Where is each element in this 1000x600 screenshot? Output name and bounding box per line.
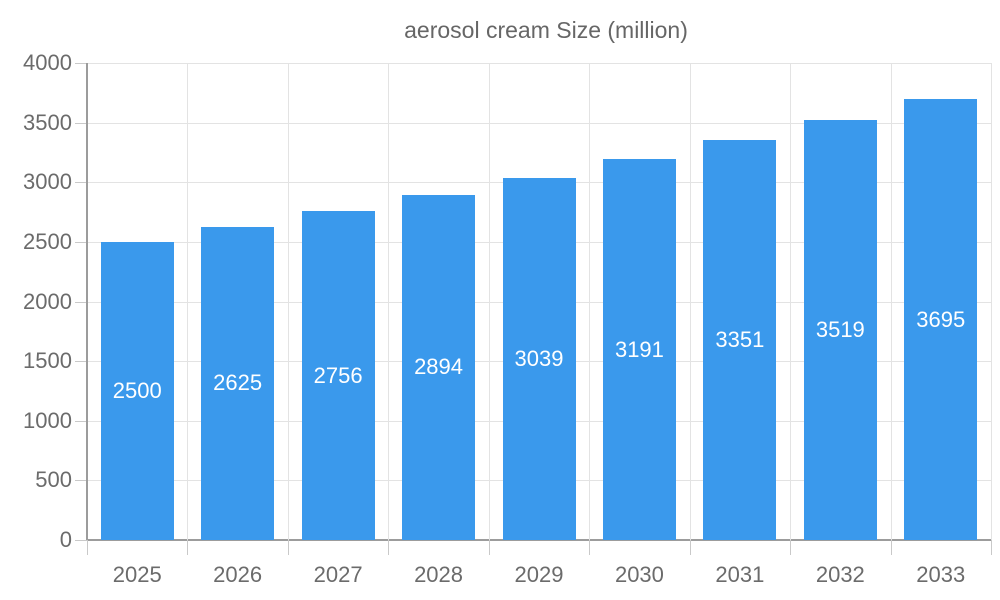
legend-swatch [312,19,390,43]
y-tick-label: 2000 [23,288,72,314]
y-axis-tick [75,361,87,363]
x-tick-label: 2029 [514,562,564,587]
bar[interactable] [602,159,676,540]
x-axis-tick [488,540,490,555]
x-tick-label: 2031 [715,562,765,587]
bar-value-label: 3519 [815,317,865,343]
bar-value-label: 3191 [614,336,664,362]
bar-value-label: 3039 [514,345,564,371]
bar-value-label: 3695 [916,306,966,332]
x-axis-tick [388,540,390,555]
bar[interactable] [502,177,576,540]
bar[interactable] [803,120,877,540]
bar-value-label: 2756 [313,362,363,388]
x-tick-label: 2030 [614,562,664,587]
x-axis-tick [689,540,691,555]
gridline-vertical [890,63,892,540]
y-tick-label: 500 [35,467,72,493]
bar[interactable] [100,241,174,540]
x-axis-tick [287,540,289,555]
gridline-horizontal [87,122,991,124]
bar-value-label: 3351 [715,327,765,353]
gridline-vertical [589,63,591,540]
gridline-horizontal [87,63,991,64]
x-axis-tick [187,540,189,555]
x-axis-tick [87,540,88,555]
x-axis-tick [991,540,992,555]
legend-label: aerosol cream Size (million) [404,17,688,43]
y-tick-label: 3500 [23,109,72,135]
x-tick-label: 2032 [815,562,865,587]
gridline-vertical [187,63,189,540]
bar[interactable] [904,99,978,540]
y-axis-tick [75,241,87,243]
y-axis-tick [75,301,87,303]
bar[interactable] [703,140,777,540]
y-axis-tick [75,480,87,482]
x-tick-label: 2028 [414,562,464,587]
x-axis-tick [589,540,591,555]
y-tick-label: 0 [59,527,72,552]
y-axis-tick [75,63,87,64]
y-tick-label: 3000 [23,169,72,195]
y-tick-label: 1000 [23,407,72,433]
x-tick-label: 2033 [916,562,966,587]
x-tick-label: 2025 [112,562,162,587]
gridline-vertical [991,63,992,540]
x-tick-label: 2027 [313,562,363,587]
gridline-vertical [790,63,792,540]
bar[interactable] [402,194,476,540]
gridline-vertical [689,63,691,540]
y-axis-line [86,63,88,540]
gridline-vertical [488,63,490,540]
bar-value-label: 2625 [213,370,263,396]
x-axis-tick [890,540,892,555]
bar[interactable] [201,226,275,540]
x-axis-tick [790,540,792,555]
gridline-vertical [287,63,289,540]
legend[interactable]: aerosol cream Size (million) [312,17,688,44]
y-axis-tick [75,182,87,184]
gridline-vertical [388,63,390,540]
y-axis-tick [75,420,87,422]
bar-value-label: 2894 [414,354,464,380]
y-axis-tick [75,122,87,124]
x-tick-label: 2026 [213,562,263,587]
y-tick-label: 1500 [23,348,72,374]
y-tick-label: 2500 [23,228,72,254]
y-axis-tick [75,540,87,541]
bar[interactable] [301,211,375,540]
x-axis-line [87,539,991,541]
y-tick-label: 4000 [23,50,72,75]
bar-value-label: 2500 [112,377,162,403]
